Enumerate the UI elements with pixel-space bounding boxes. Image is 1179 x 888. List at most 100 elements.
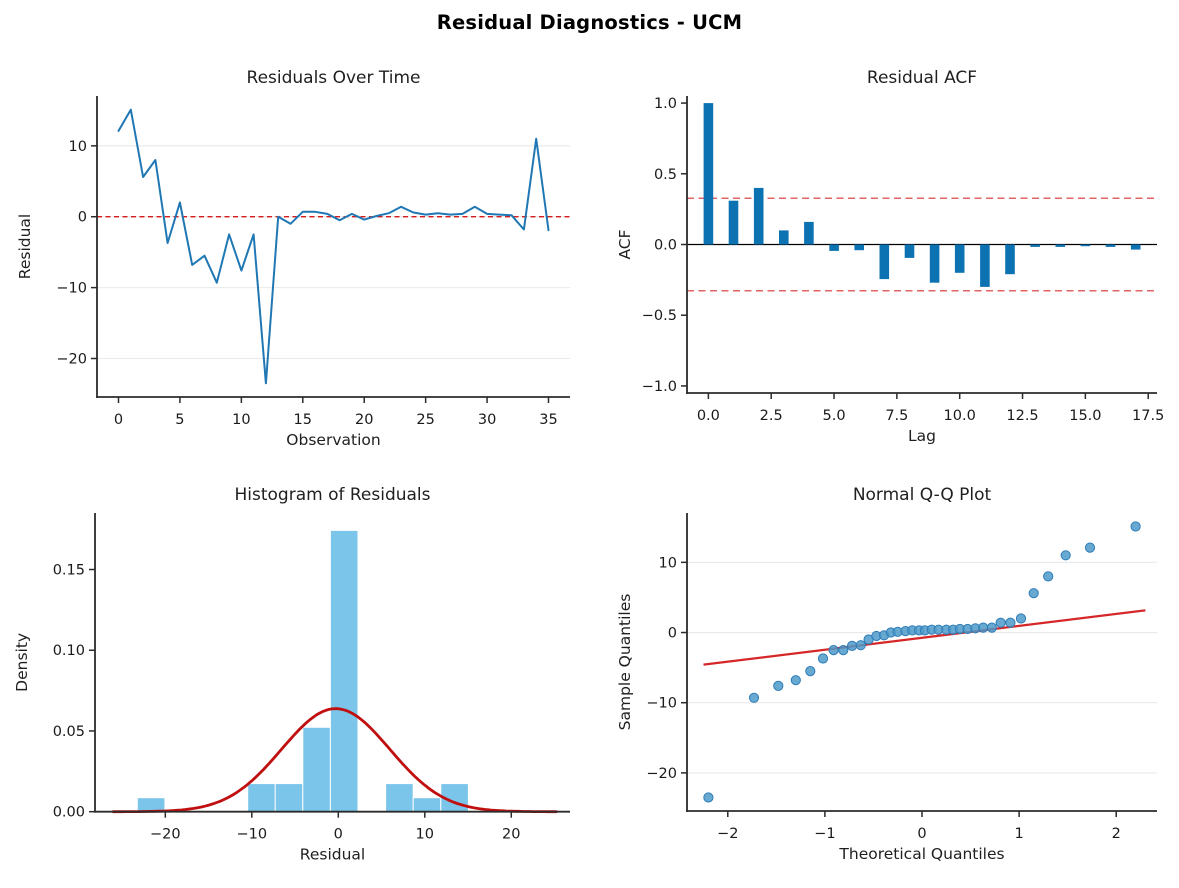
y-tick-label: 0.00	[53, 805, 85, 821]
qq-point	[986, 622, 998, 633]
y-tick-label: 0.05	[53, 724, 85, 740]
histogram-bar	[247, 783, 276, 813]
x-tick-label: 0	[917, 826, 926, 842]
qq-point	[790, 675, 801, 686]
acf-bar	[703, 103, 714, 245]
x-tick-label: 25	[416, 412, 434, 428]
y-axis-label: Sample Quantiles	[616, 594, 634, 731]
x-tick-label: 7.5	[885, 408, 908, 424]
x-tick-label: 30	[478, 412, 496, 428]
y-axis-label: Density	[13, 633, 31, 692]
subplot-title: Normal Q-Q Plot	[853, 485, 992, 505]
histogram-bar	[136, 797, 166, 813]
x-tick-label: 15	[294, 412, 312, 428]
qq-point	[855, 640, 866, 651]
x-tick-label: 2	[1112, 826, 1121, 842]
acf-bar	[1105, 244, 1116, 247]
y-axis-label: ACF	[616, 229, 634, 259]
normal-density-curve	[112, 707, 558, 814]
x-axis-label: Theoretical Quantiles	[838, 845, 1004, 863]
x-tick-label: 0	[334, 827, 343, 843]
qq-point	[1043, 571, 1054, 582]
acf-bar	[728, 200, 739, 245]
residual-acf-subplot: 0.0 2.5 5.0 7.5 10.0 12.5 15.0 17.5 1.0 0.5 0.0 −0.…	[616, 68, 1164, 445]
figure-title: Residual Diagnostics - UCM	[436, 11, 743, 34]
acf-bar	[804, 221, 814, 245]
qq-point	[1028, 588, 1039, 599]
qq-point	[703, 792, 714, 803]
qq-point	[838, 645, 849, 656]
qq-point	[805, 666, 816, 677]
qq-fit-line	[703, 609, 1146, 666]
subplot-title: Histogram of Residuals	[234, 485, 430, 505]
x-axis-label: Residual	[300, 846, 365, 864]
histogram-bar	[302, 726, 331, 813]
acf-bar	[1080, 244, 1091, 247]
acf-bar	[929, 244, 940, 283]
y-tick-label: −10	[56, 281, 87, 297]
acf-bar	[854, 244, 864, 251]
y-tick-label: 0.15	[53, 563, 85, 579]
histogram-bar	[412, 797, 442, 813]
qq-point	[995, 617, 1006, 628]
residual-series-line	[117, 108, 550, 385]
x-tick-label: 20	[502, 827, 520, 843]
acf-bar	[1130, 244, 1141, 250]
residuals-over-time-subplot: 0 5 10 15 20 25 30 35 10 0 −10 −20 Residuals Over Ti…	[16, 68, 570, 449]
x-tick-label: −20	[150, 827, 181, 843]
x-tick-label: −1	[814, 826, 835, 842]
y-tick-label: 0	[78, 210, 87, 226]
acf-bar	[954, 244, 965, 273]
qq-point	[1015, 613, 1027, 624]
histogram-subplot: −20 −10 0 10 20 0.00 0.05 0.10 0.15 Histogram of …	[13, 485, 570, 864]
y-tick-label: −1.0	[642, 379, 677, 395]
acf-bar	[779, 230, 789, 245]
x-tick-label: −10	[237, 827, 268, 843]
acf-bar	[904, 244, 915, 258]
x-axis-label: Observation	[286, 431, 380, 449]
y-axis-label: Residual	[16, 214, 34, 279]
x-tick-label: 1	[1014, 826, 1023, 842]
subplot-title: Residuals Over Time	[247, 68, 421, 88]
qq-point	[773, 680, 784, 692]
y-tick-label: 0	[668, 626, 677, 642]
x-tick-label: 0	[114, 412, 123, 428]
qq-point	[847, 640, 858, 652]
y-tick-label: −10	[646, 696, 677, 712]
y-tick-label: 1.0	[654, 96, 677, 112]
y-tick-label: −20	[646, 766, 677, 782]
qq-point	[1005, 617, 1016, 628]
y-tick-label: 0.0	[654, 238, 677, 254]
x-tick-label: 10.0	[944, 408, 976, 424]
y-tick-label: −20	[56, 352, 87, 368]
histogram-bar	[385, 783, 414, 813]
x-tick-label: 0.0	[697, 408, 720, 424]
qq-point	[1130, 521, 1141, 532]
x-tick-label: −2	[717, 826, 738, 842]
acf-bar	[980, 244, 990, 287]
x-tick-label: 17.5	[1132, 408, 1164, 424]
acf-bar	[1030, 244, 1040, 247]
acf-bar	[1055, 244, 1066, 247]
acf-bar	[829, 244, 839, 251]
x-tick-label: 2.5	[760, 408, 783, 424]
acf-bar	[1005, 244, 1015, 275]
x-tick-label: 35	[539, 412, 557, 428]
x-tick-label: 10	[416, 827, 434, 843]
histogram-bar	[274, 783, 304, 813]
qq-point	[1084, 542, 1096, 553]
y-tick-label: 0.10	[53, 643, 85, 659]
subplot-title: Residual ACF	[867, 68, 977, 88]
x-tick-label: 5	[175, 412, 184, 428]
qq-point	[817, 653, 829, 664]
x-tick-label: 20	[355, 412, 373, 428]
histogram-bar	[329, 529, 359, 813]
x-tick-label: 12.5	[1006, 408, 1038, 424]
qq-point	[1060, 550, 1071, 561]
acf-bar	[753, 187, 764, 245]
y-tick-label: 10	[659, 555, 677, 571]
x-tick-label: 10	[232, 412, 250, 428]
